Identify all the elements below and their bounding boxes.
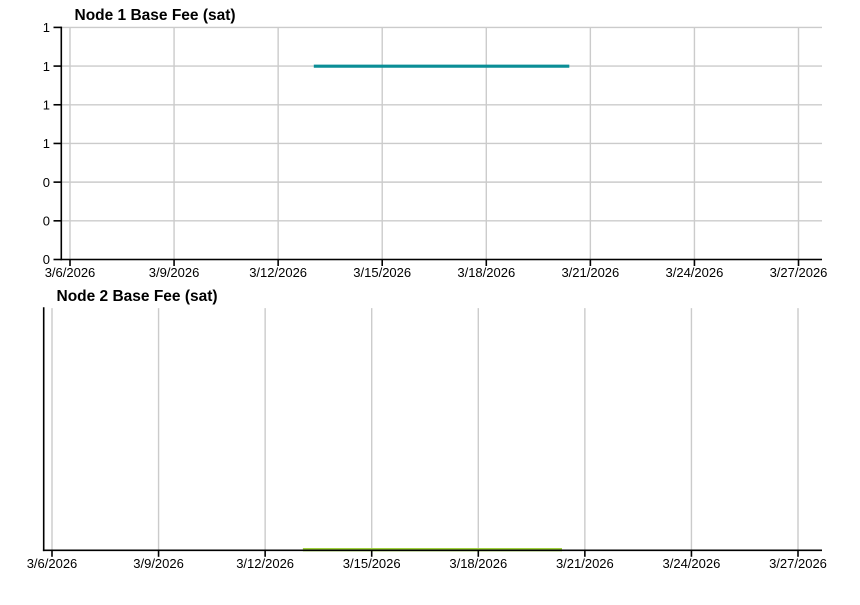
svg-text:3/15/2026: 3/15/2026 — [343, 556, 401, 571]
svg-text:3/27/2026: 3/27/2026 — [769, 556, 827, 571]
svg-text:0: 0 — [43, 214, 50, 229]
svg-text:3/15/2026: 3/15/2026 — [353, 265, 411, 280]
svg-text:3/21/2026: 3/21/2026 — [556, 556, 614, 571]
svg-text:3/12/2026: 3/12/2026 — [236, 556, 294, 571]
svg-text:3/6/2026: 3/6/2026 — [45, 265, 96, 280]
svg-text:1: 1 — [43, 136, 50, 151]
svg-text:3/12/2026: 3/12/2026 — [249, 265, 307, 280]
svg-text:Node 2 Base Fee (sat): Node 2 Base Fee (sat) — [57, 288, 218, 305]
svg-text:3/21/2026: 3/21/2026 — [561, 265, 619, 280]
svg-text:1: 1 — [43, 97, 50, 112]
svg-text:3/27/2026: 3/27/2026 — [770, 265, 828, 280]
svg-text:3/24/2026: 3/24/2026 — [663, 556, 721, 571]
svg-text:0: 0 — [43, 252, 50, 267]
svg-text:3/18/2026: 3/18/2026 — [449, 556, 507, 571]
svg-text:1: 1 — [43, 59, 50, 74]
svg-text:0: 0 — [43, 175, 50, 190]
svg-text:3/6/2026: 3/6/2026 — [27, 556, 78, 571]
svg-text:3/9/2026: 3/9/2026 — [149, 265, 200, 280]
svg-text:3/9/2026: 3/9/2026 — [133, 556, 184, 571]
svg-text:3/24/2026: 3/24/2026 — [666, 265, 724, 280]
svg-text:1: 1 — [43, 20, 50, 35]
svg-text:3/18/2026: 3/18/2026 — [457, 265, 515, 280]
svg-text:Node 1 Base Fee (sat): Node 1 Base Fee (sat) — [75, 7, 236, 24]
